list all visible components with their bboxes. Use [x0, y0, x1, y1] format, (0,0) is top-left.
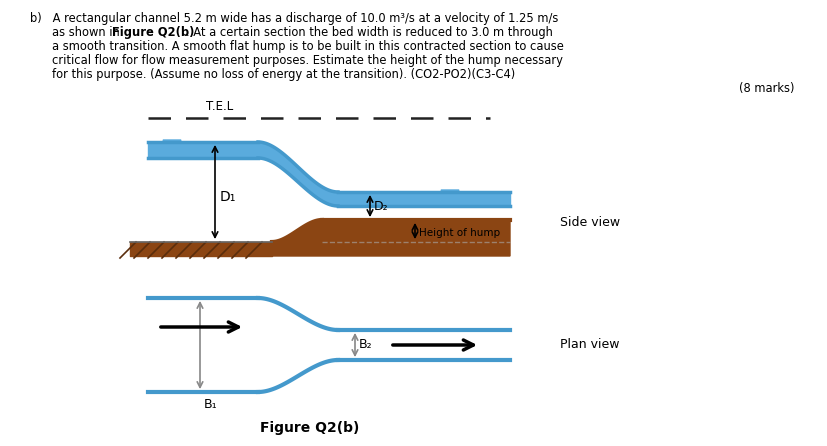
Text: critical flow for flow measurement purposes. Estimate the height of the hump nec: critical flow for flow measurement purpo… — [52, 54, 562, 67]
Text: . At a certain section the bed width is reduced to 3.0 m through: . At a certain section the bed width is … — [186, 26, 552, 39]
Text: b)   A rectangular channel 5.2 m wide has a discharge of 10.0 m³/s at a velocity: b) A rectangular channel 5.2 m wide has … — [30, 12, 557, 25]
Text: B₁: B₁ — [203, 398, 218, 411]
Text: Figure Q2(b): Figure Q2(b) — [112, 26, 194, 39]
Polygon shape — [441, 190, 458, 205]
Polygon shape — [272, 220, 509, 256]
Text: a smooth transition. A smooth flat hump is to be built in this contracted sectio: a smooth transition. A smooth flat hump … — [52, 40, 563, 53]
Text: as shown in: as shown in — [52, 26, 123, 39]
Text: Figure Q2(b): Figure Q2(b) — [260, 421, 359, 435]
Text: T.E.L: T.E.L — [206, 100, 233, 113]
Text: B₂: B₂ — [359, 339, 372, 351]
Text: D₁: D₁ — [220, 190, 236, 204]
Polygon shape — [163, 140, 181, 155]
Text: Side view: Side view — [559, 215, 619, 228]
Text: D₂: D₂ — [374, 199, 388, 212]
Text: Height of hump: Height of hump — [418, 228, 500, 238]
Text: for this purpose. (Assume no loss of energy at the transition). (CO2-PO2)(C3-C4): for this purpose. (Assume no loss of ene… — [52, 68, 514, 81]
Text: (8 marks): (8 marks) — [739, 82, 794, 95]
Text: Plan view: Plan view — [559, 339, 619, 351]
